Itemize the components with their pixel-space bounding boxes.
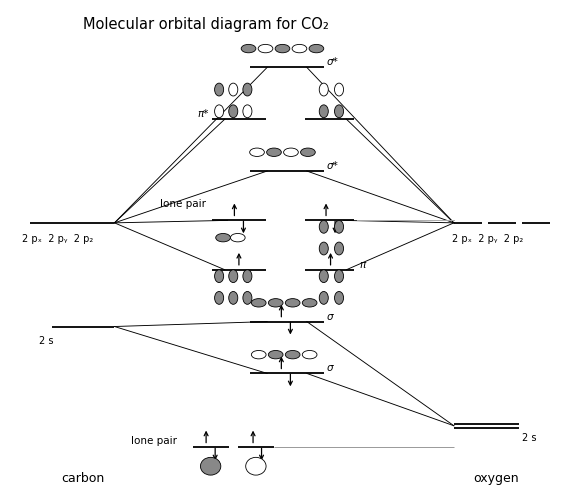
Ellipse shape <box>268 299 283 308</box>
Ellipse shape <box>319 292 328 305</box>
Ellipse shape <box>302 299 317 308</box>
Ellipse shape <box>319 221 328 234</box>
Ellipse shape <box>230 234 245 242</box>
Ellipse shape <box>301 149 315 157</box>
Ellipse shape <box>292 45 307 54</box>
Ellipse shape <box>215 84 224 97</box>
Ellipse shape <box>243 106 252 118</box>
Ellipse shape <box>215 270 224 283</box>
Ellipse shape <box>251 299 266 308</box>
Text: σ: σ <box>327 363 333 373</box>
Text: π: π <box>359 259 366 269</box>
Ellipse shape <box>309 45 324 54</box>
Ellipse shape <box>302 351 317 359</box>
Ellipse shape <box>285 351 300 359</box>
Circle shape <box>200 457 221 475</box>
Ellipse shape <box>243 270 252 283</box>
Ellipse shape <box>319 270 328 283</box>
Text: 2 s: 2 s <box>39 336 54 346</box>
Ellipse shape <box>251 351 266 359</box>
Ellipse shape <box>215 106 224 118</box>
Text: lone pair: lone pair <box>160 198 206 208</box>
Ellipse shape <box>335 106 344 118</box>
Text: π*: π* <box>197 109 209 119</box>
Text: 2 s: 2 s <box>522 432 536 442</box>
Ellipse shape <box>335 84 344 97</box>
Text: σ: σ <box>327 311 333 321</box>
Ellipse shape <box>335 270 344 283</box>
Ellipse shape <box>275 45 290 54</box>
Ellipse shape <box>319 84 328 97</box>
Ellipse shape <box>228 292 238 305</box>
Ellipse shape <box>243 84 252 97</box>
Ellipse shape <box>258 45 273 54</box>
Ellipse shape <box>228 106 238 118</box>
Ellipse shape <box>243 292 252 305</box>
Ellipse shape <box>335 292 344 305</box>
Text: carbon: carbon <box>62 471 105 484</box>
Text: Molecular orbital diagram for CO₂: Molecular orbital diagram for CO₂ <box>83 17 329 32</box>
Ellipse shape <box>228 270 238 283</box>
Ellipse shape <box>335 221 344 234</box>
Ellipse shape <box>319 242 328 256</box>
Ellipse shape <box>216 234 230 242</box>
Ellipse shape <box>241 45 256 54</box>
Ellipse shape <box>284 149 298 157</box>
Ellipse shape <box>285 299 300 308</box>
Text: σ*: σ* <box>327 57 339 67</box>
Text: oxygen: oxygen <box>474 471 519 484</box>
Text: 2 pₓ  2 pᵧ  2 p₂: 2 pₓ 2 pᵧ 2 p₂ <box>22 233 94 243</box>
Text: 2 pₓ  2 pᵧ  2 p₂: 2 pₓ 2 pᵧ 2 p₂ <box>452 233 523 243</box>
Ellipse shape <box>215 292 224 305</box>
Ellipse shape <box>319 106 328 118</box>
Circle shape <box>246 457 266 475</box>
Text: σ*: σ* <box>327 161 339 171</box>
Text: lone pair: lone pair <box>131 436 177 445</box>
Ellipse shape <box>250 149 265 157</box>
Ellipse shape <box>335 242 344 256</box>
Ellipse shape <box>268 351 283 359</box>
Ellipse shape <box>267 149 281 157</box>
Ellipse shape <box>228 84 238 97</box>
